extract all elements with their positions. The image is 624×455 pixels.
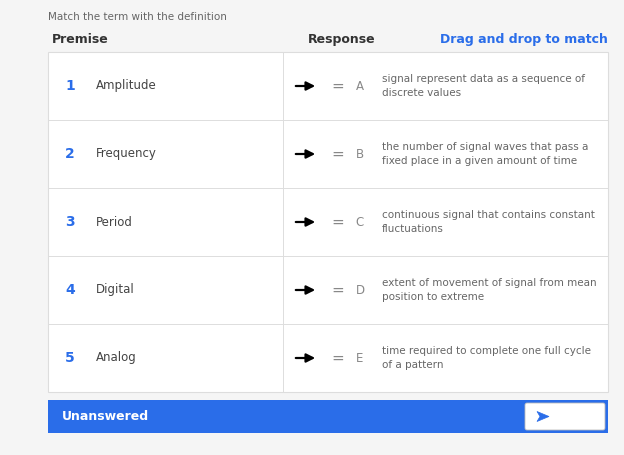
Text: Amplitude: Amplitude	[96, 80, 157, 92]
Text: Unanswered: Unanswered	[62, 410, 149, 423]
Text: A: A	[356, 80, 364, 92]
Text: Analog: Analog	[96, 352, 137, 364]
Text: D: D	[356, 283, 364, 297]
Text: Period: Period	[96, 216, 133, 228]
Polygon shape	[537, 411, 549, 421]
Text: Digital: Digital	[96, 283, 135, 297]
Text: 1: 1	[65, 79, 75, 93]
Bar	[48, 400, 608, 433]
Text: 5: 5	[65, 351, 75, 365]
Text: extent of movement of signal from mean
position to extreme: extent of movement of signal from mean p…	[382, 278, 597, 302]
Bar	[48, 256, 283, 324]
Text: 2: 2	[65, 147, 75, 161]
Bar	[48, 120, 283, 188]
Text: =: =	[331, 214, 344, 229]
Text: the number of signal waves that pass a
fixed place in a given amount of time: the number of signal waves that pass a f…	[382, 142, 588, 166]
Text: =: =	[331, 283, 344, 298]
Text: continuous signal that contains constant
fluctuations: continuous signal that contains constant…	[382, 210, 595, 234]
Bar	[48, 52, 608, 392]
Text: time required to complete one full cycle
of a pattern: time required to complete one full cycle…	[382, 346, 591, 370]
Bar	[283, 188, 608, 256]
Bar	[283, 52, 608, 120]
Text: B: B	[356, 147, 364, 161]
Text: E: E	[356, 352, 364, 364]
Bar	[283, 256, 608, 324]
Bar	[283, 120, 608, 188]
Bar	[48, 52, 283, 120]
Text: 3: 3	[65, 215, 75, 229]
Text: =: =	[331, 79, 344, 93]
Text: =: =	[331, 350, 344, 365]
Text: Submit: Submit	[552, 410, 599, 423]
Text: Response: Response	[308, 33, 376, 46]
Text: Premise: Premise	[52, 33, 109, 46]
Bar	[48, 324, 283, 392]
Bar	[48, 188, 283, 256]
Text: C: C	[356, 216, 364, 228]
Text: Frequency: Frequency	[96, 147, 157, 161]
Text: 4: 4	[65, 283, 75, 297]
Bar	[283, 324, 608, 392]
FancyBboxPatch shape	[525, 403, 605, 430]
Text: Match the term with the definition: Match the term with the definition	[48, 12, 227, 22]
Text: =: =	[331, 147, 344, 162]
Text: Drag and drop to match: Drag and drop to match	[440, 33, 608, 46]
Text: signal represent data as a sequence of
discrete values: signal represent data as a sequence of d…	[382, 74, 585, 98]
